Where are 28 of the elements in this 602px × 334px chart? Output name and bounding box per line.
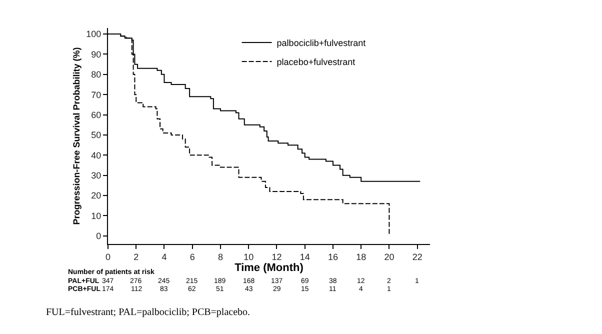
y-tick-label: 70 <box>91 90 102 100</box>
x-tick-label: 0 <box>105 252 111 262</box>
y-tick-label: 90 <box>91 49 102 60</box>
x-tick-label: 2 <box>134 252 139 262</box>
y-tick-label: 100 <box>86 29 102 40</box>
y-axis-title: Progression-Free Survival Probability (%) <box>72 47 82 225</box>
x-tick-label: 18 <box>356 252 366 262</box>
x-tick-label: 4 <box>162 252 167 262</box>
x-tick-label: 10 <box>244 252 254 262</box>
y-tick-label: 30 <box>91 170 102 181</box>
x-tick-label: 8 <box>218 252 223 262</box>
y-tick-label: 0 <box>96 231 102 242</box>
x-tick-label: 14 <box>300 252 310 262</box>
x-tick-label: 12 <box>272 252 282 262</box>
y-tick-label: 10 <box>91 210 102 221</box>
y-tick-label: 50 <box>91 130 102 140</box>
x-axis-title: Time (Month) <box>234 262 304 274</box>
y-tick-label: 60 <box>91 110 102 120</box>
y-tick-label: 40 <box>91 150 102 160</box>
y-tick-label: 20 <box>91 190 102 201</box>
text: FUL=fulvestrant; PAL=palbociclib; PCB=placebo. <box>46 307 250 318</box>
x-tick-label: 22 <box>412 252 422 262</box>
legend-label: placebo+fulvestrant <box>276 57 356 68</box>
x-tick-label: 16 <box>328 252 338 262</box>
x-tick-label: 20 <box>384 252 394 262</box>
legend-label: palbociclib+fulvestrant <box>276 38 366 48</box>
y-tick-label: 80 <box>91 70 102 80</box>
x-tick-label: 6 <box>190 252 195 262</box>
